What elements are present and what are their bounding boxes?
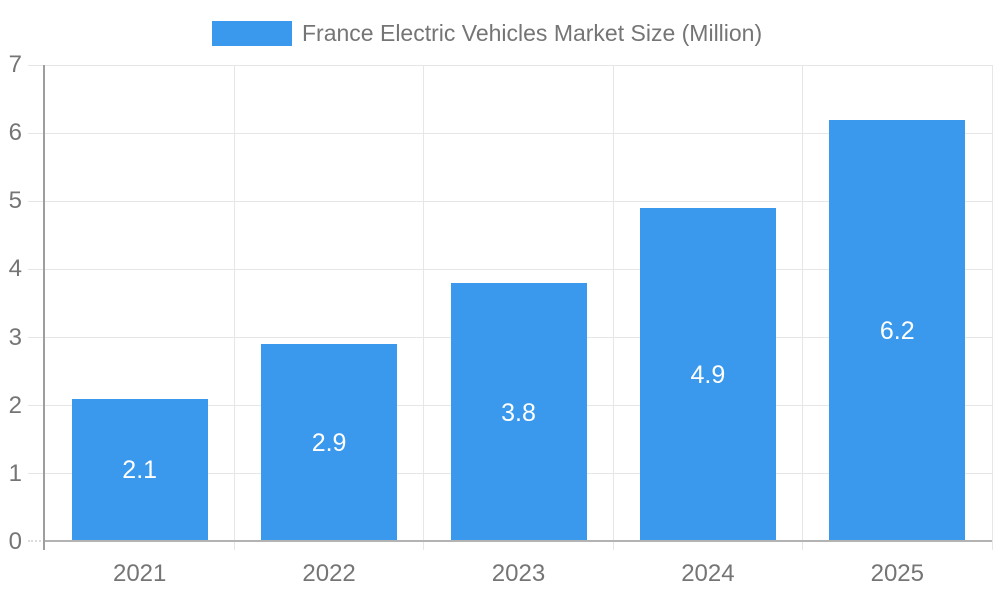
category-gridline (233, 65, 235, 550)
y-gridline (28, 132, 992, 134)
bar-2025[interactable] (829, 119, 966, 542)
x-axis-zero-stub (28, 540, 45, 542)
x-axis-line (43, 540, 992, 542)
x-axis-tick-label: 2024 (681, 560, 735, 587)
bar-value-label: 3.8 (501, 398, 536, 427)
bar-2022[interactable] (261, 344, 398, 542)
y-axis-tick-label: 1 (8, 459, 22, 487)
bar-value-label: 6.2 (879, 316, 915, 345)
category-gridline (802, 65, 804, 550)
y-gridline (28, 64, 992, 66)
bar-2024[interactable] (639, 208, 776, 542)
y-axis-tick-label: 5 (8, 187, 22, 215)
y-axis-line (43, 65, 45, 550)
y-axis-tick-label: 7 (8, 51, 22, 78)
y-axis-tick-label: 0 (8, 528, 22, 555)
y-axis-tick-label: 3 (8, 323, 22, 351)
y-axis-tick-label: 2 (8, 391, 22, 419)
x-axis-tick-label: 2022 (302, 560, 356, 587)
bar-value-label: 2.1 (122, 456, 158, 485)
x-axis-tick-label: 2023 (491, 560, 546, 587)
x-axis-tick-label: 2025 (870, 560, 924, 587)
bar-2023[interactable] (450, 283, 587, 542)
category-gridline (423, 65, 425, 550)
chart-legend: France Electric Vehicles Market Size (Mi… (212, 20, 762, 47)
y-gridline (28, 200, 992, 202)
category-gridline (612, 65, 614, 550)
y-axis-tick-label: 6 (8, 119, 22, 147)
bar-value-label: 2.9 (311, 429, 347, 458)
y-axis-tick-label: 4 (8, 255, 22, 283)
plot-area: 0 1 2 3 4 5 6 7 2.1 2021 2.9 2022 3.8 2023 4.9 2024 6.2 2… (9, 51, 993, 587)
legend-swatch (212, 21, 292, 46)
y-gridline (28, 268, 992, 270)
bar-2021[interactable] (71, 398, 208, 542)
category-gridline (991, 65, 993, 550)
legend-label: France Electric Vehicles Market Size (Mi… (302, 20, 763, 46)
x-axis-tick-label: 2021 (112, 560, 167, 587)
bar-value-label: 4.9 (690, 361, 726, 390)
